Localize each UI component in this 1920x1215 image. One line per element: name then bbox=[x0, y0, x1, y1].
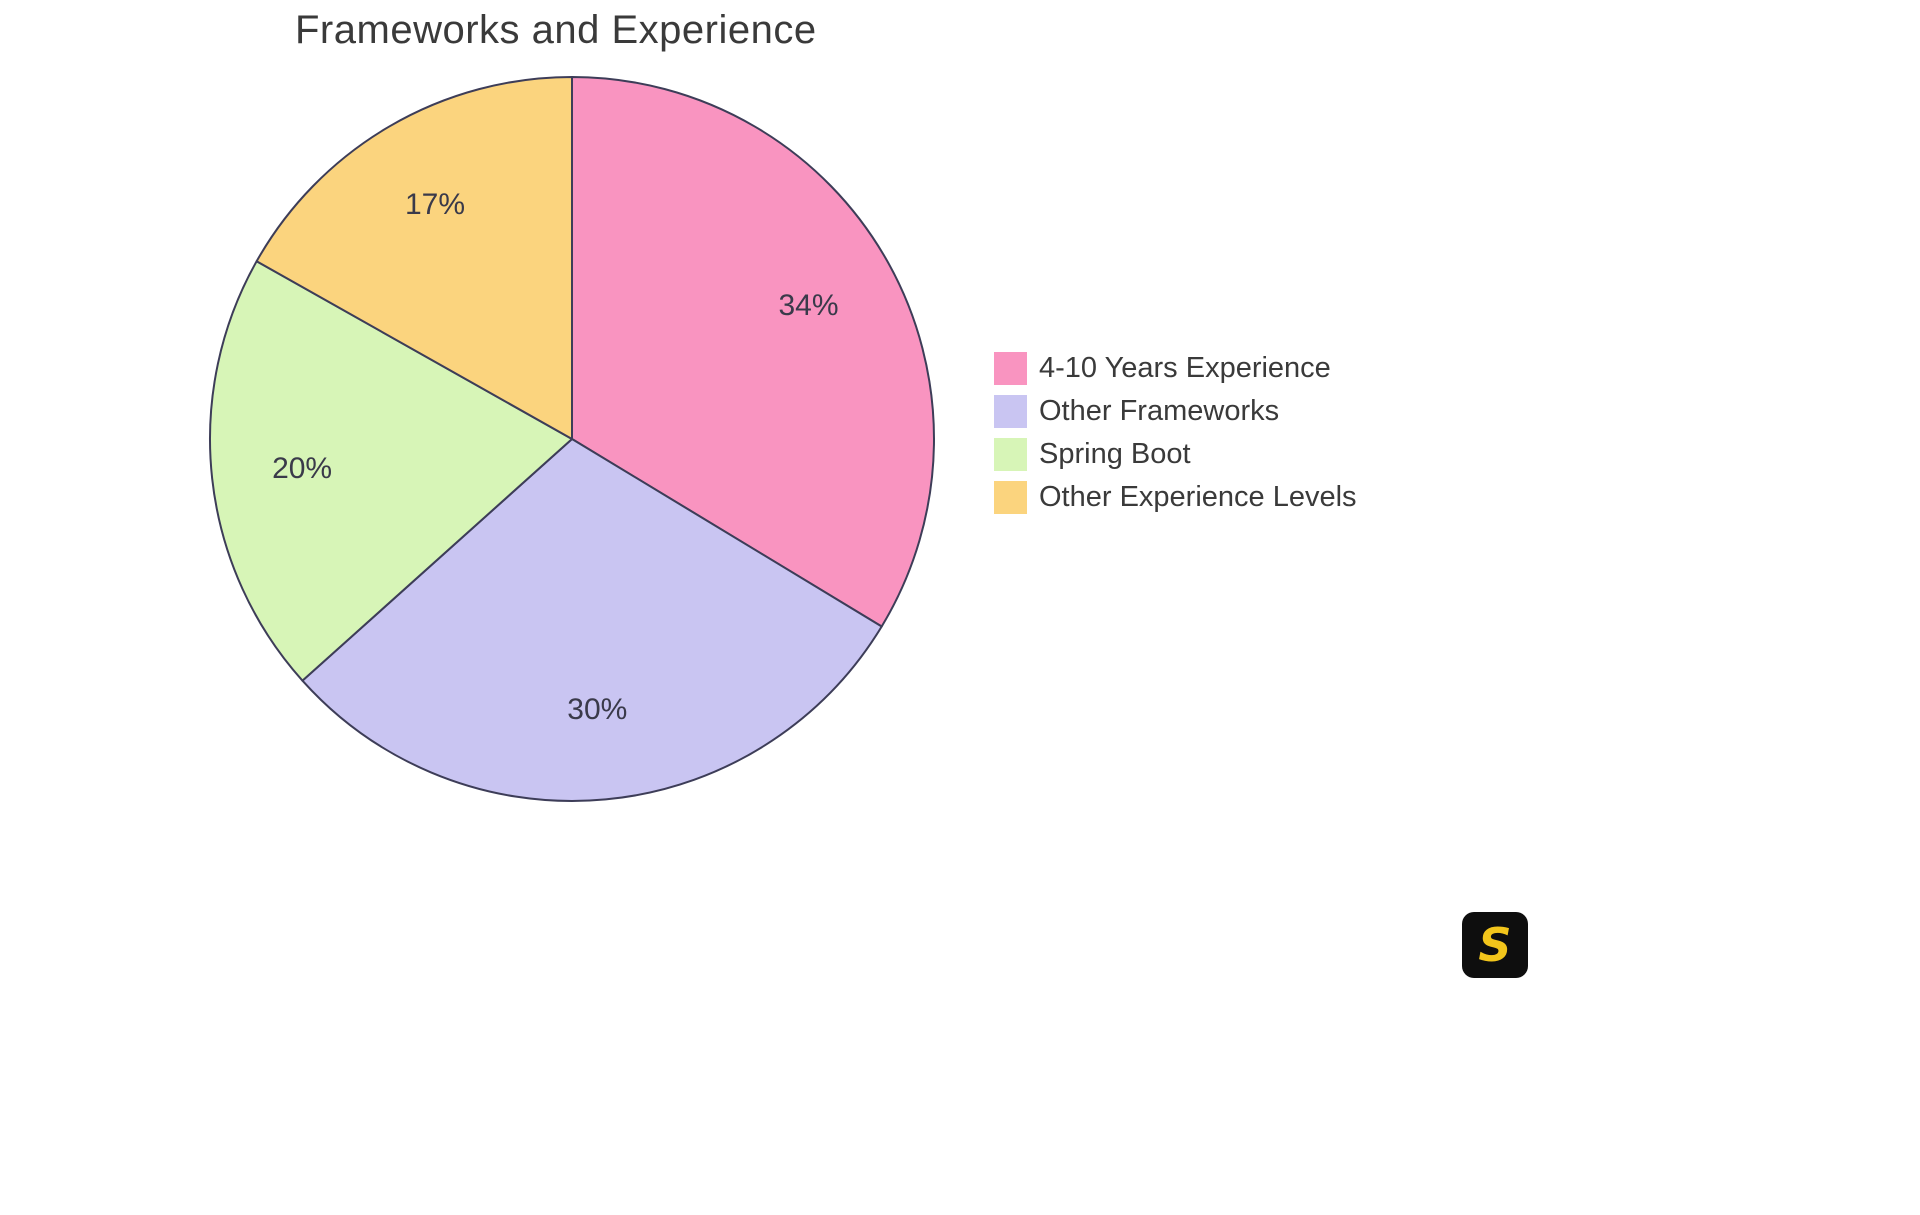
legend-swatch bbox=[994, 438, 1027, 471]
legend-item: Other Frameworks bbox=[994, 395, 1357, 428]
brand-logo-letter: S bbox=[1478, 918, 1512, 972]
pie-slice-2 bbox=[209, 260, 573, 682]
legend-swatch bbox=[994, 481, 1027, 514]
legend: 4-10 Years Experience Other Frameworks Spr… bbox=[994, 352, 1357, 514]
pie-slice-1 bbox=[301, 438, 883, 802]
legend-label: 4-10 Years Experience bbox=[1039, 352, 1331, 384]
slice-percent-label: 17% bbox=[405, 188, 465, 221]
legend-item: Other Experience Levels bbox=[994, 481, 1357, 514]
legend-label: Other Experience Levels bbox=[1039, 481, 1357, 513]
legend-item: 4-10 Years Experience bbox=[994, 352, 1357, 385]
legend-swatch bbox=[994, 352, 1027, 385]
brand-logo: S bbox=[1462, 912, 1528, 978]
legend-label: Other Frameworks bbox=[1039, 395, 1280, 427]
pie-slice-3 bbox=[255, 76, 573, 440]
legend-swatch bbox=[994, 395, 1027, 428]
slice-percent-label: 34% bbox=[778, 289, 838, 322]
slice-percent-label: 30% bbox=[567, 693, 627, 726]
chart-title: Frameworks and Experience bbox=[295, 8, 817, 52]
legend-item: Spring Boot bbox=[994, 438, 1357, 471]
legend-label: Spring Boot bbox=[1039, 438, 1191, 470]
slice-percent-label: 20% bbox=[272, 452, 332, 485]
pie-slice-0 bbox=[571, 76, 935, 628]
